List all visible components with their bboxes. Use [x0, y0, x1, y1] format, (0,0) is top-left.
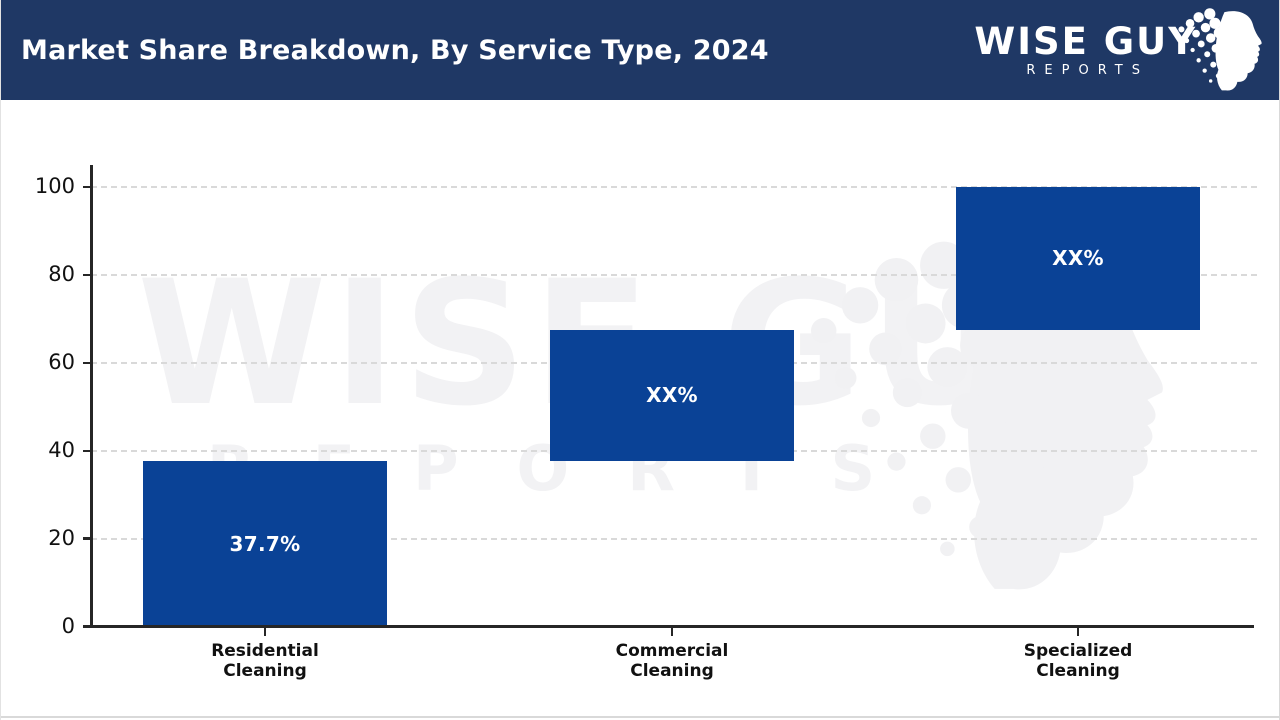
- logo-wordmark: WISE GUY: [974, 19, 1197, 63]
- category-label-line: Commercial: [615, 640, 729, 661]
- category-label-residential-cleaning: Residential Cleaning: [165, 641, 365, 681]
- gridline-100: [91, 186, 1257, 188]
- y-tick-20: [83, 537, 91, 540]
- y-tick-label-100: 100: [34, 174, 75, 198]
- bar-residential-cleaning: 37.7%: [143, 460, 387, 627]
- brand-logo-text: WISE GUY REPORTS: [974, 23, 1197, 78]
- y-tick-label-80: 80: [48, 261, 75, 286]
- y-tick-label-0: 0: [61, 613, 75, 638]
- gridline-80: [91, 273, 1257, 276]
- brand-logo: WISE GUY REPORTS: [974, 7, 1271, 93]
- x-tick-specialized-cleaning: [1076, 627, 1080, 636]
- y-tick-label-40: 40: [48, 437, 75, 462]
- x-tick-residential-cleaning: [263, 627, 267, 636]
- bar-specialized-cleaning: XX%: [956, 187, 1200, 330]
- category-label-line: Specialized: [1023, 640, 1133, 661]
- bar-commercial-cleaning: XX%: [550, 329, 794, 461]
- bar-value-label-residential-cleaning: 37.7%: [229, 531, 301, 556]
- y-tick-0: [83, 625, 91, 628]
- category-label-specialized-cleaning: Specialized Cleaning: [978, 641, 1178, 681]
- category-label-line: Cleaning: [630, 660, 714, 681]
- y-axis-line: [90, 165, 93, 628]
- page-title: Market Share Breakdown, By Service Type,…: [21, 34, 769, 66]
- x-axis-line: [90, 625, 1254, 628]
- logo-subtitle: REPORTS: [1026, 62, 1149, 78]
- bar-value-label-commercial-cleaning: XX%: [646, 383, 698, 408]
- category-label-commercial-cleaning: Commercial Cleaning: [572, 641, 772, 681]
- bottom-border: [1, 716, 1279, 718]
- y-tick-label-20: 20: [48, 525, 75, 550]
- x-tick-commercial-cleaning: [670, 627, 674, 636]
- gridline-20: [91, 537, 1257, 540]
- category-label-line: Cleaning: [223, 660, 307, 681]
- y-tick-40: [83, 449, 91, 452]
- y-tick-label-60: 60: [48, 349, 75, 374]
- category-label-line: Residential: [211, 640, 319, 661]
- header: Market Share Breakdown, By Service Type,…: [1, 0, 1279, 100]
- y-tick-60: [83, 361, 91, 365]
- y-tick-100: [83, 185, 91, 189]
- category-label-line: Cleaning: [1036, 660, 1120, 681]
- bar-value-label-specialized-cleaning: XX%: [1052, 246, 1104, 271]
- y-tick-80: [83, 273, 91, 277]
